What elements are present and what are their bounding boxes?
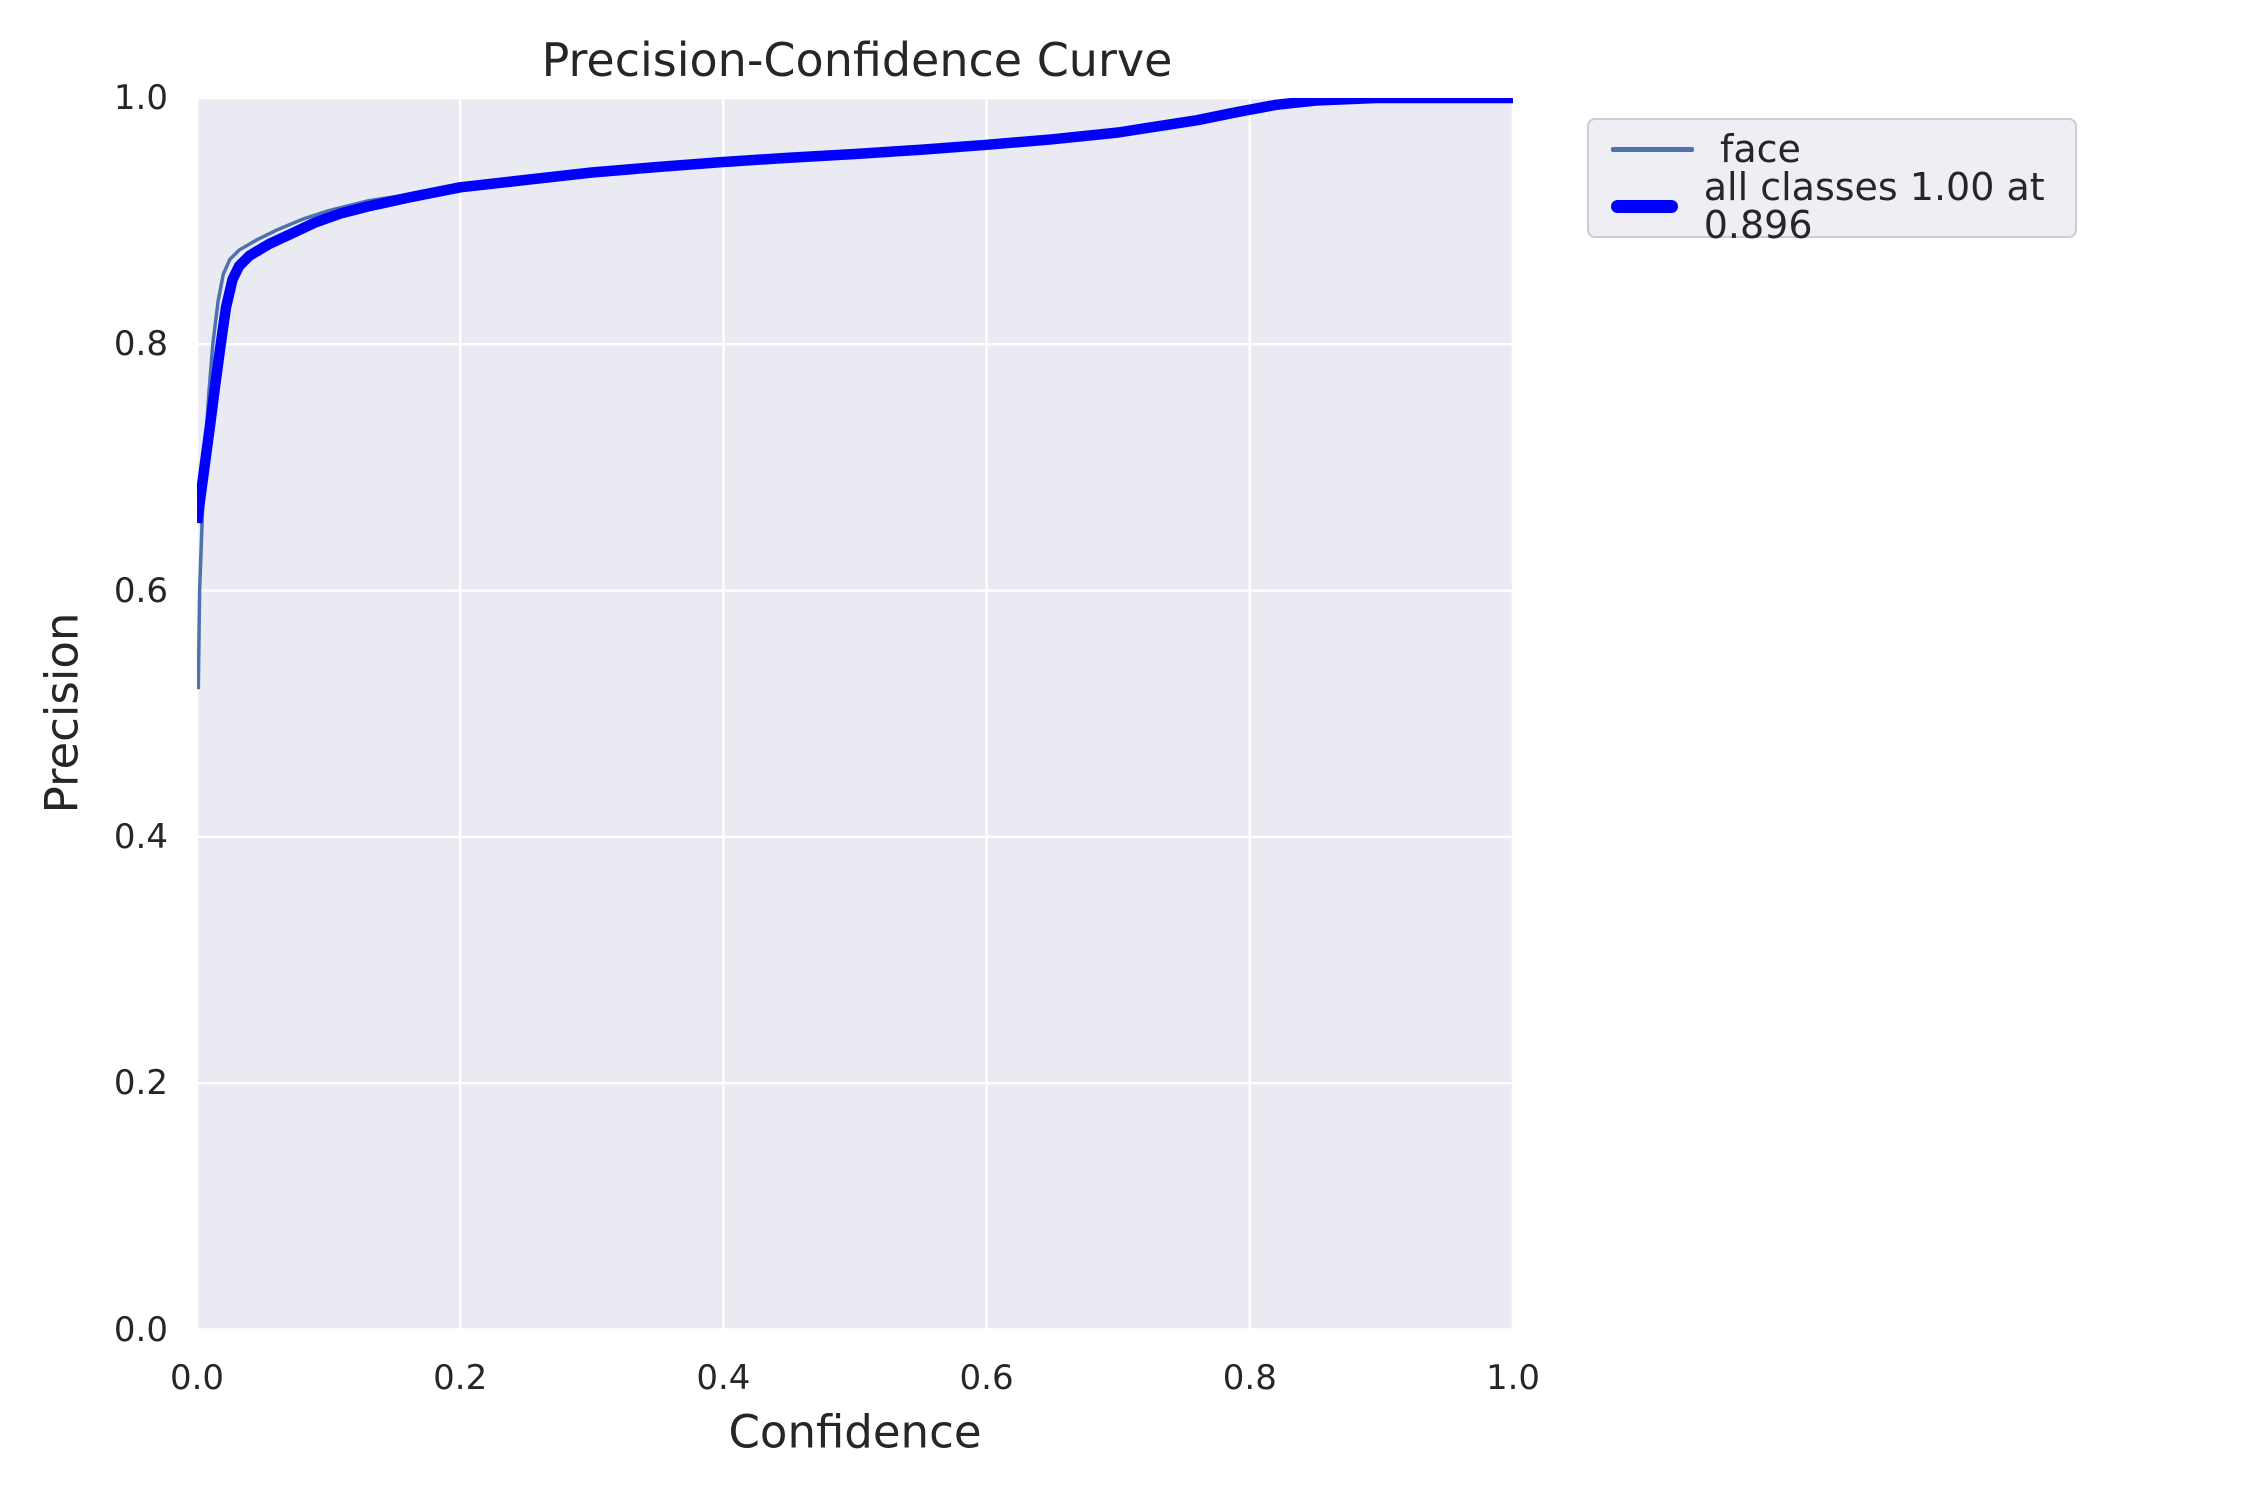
x-tick-label-1.0: 1.0 bbox=[1485, 1358, 1541, 1398]
legend-entry-all-classes: all classes 1.00 at 0.896 bbox=[1589, 168, 2075, 244]
y-tick-label-0.4: 0.4 bbox=[113, 816, 168, 857]
chart-title: Precision-Confidence Curve bbox=[541, 33, 1173, 87]
legend-label-face: face bbox=[1720, 127, 1801, 171]
face-line-swatch bbox=[1611, 146, 1694, 152]
series-line-all-classes bbox=[197, 98, 1513, 524]
y-axis-label: Precision bbox=[35, 612, 89, 814]
x-tick-label-0.0: 0.0 bbox=[169, 1358, 225, 1398]
y-tick-label-0.0: 0.0 bbox=[113, 1309, 168, 1350]
y-tick-label-0.8: 0.8 bbox=[113, 324, 168, 365]
y-tick-label-1.0: 1.0 bbox=[113, 78, 168, 118]
x-tick-label-0.2: 0.2 bbox=[433, 1358, 488, 1398]
x-tick-label-0.4: 0.4 bbox=[696, 1358, 751, 1398]
y-tick-label-0.2: 0.2 bbox=[113, 1063, 168, 1104]
x-tick-label-0.6: 0.6 bbox=[959, 1358, 1014, 1398]
legend-line-sample-face bbox=[1611, 146, 1694, 152]
all-classes-line-swatch bbox=[1611, 199, 1678, 213]
legend: face all classes 1.00 at 0.896 bbox=[1587, 118, 2077, 244]
legend-line-sample-all-classes bbox=[1611, 199, 1678, 213]
x-axis-label: Confidence bbox=[728, 1405, 982, 1459]
y-tick-label-0.6: 0.6 bbox=[113, 570, 168, 611]
legend-entry-face: face bbox=[1589, 128, 2075, 170]
legend-label-all-classes: all classes 1.00 at 0.896 bbox=[1703, 165, 2045, 247]
x-tick-label-0.8: 0.8 bbox=[1222, 1358, 1277, 1398]
plot-background bbox=[197, 98, 1513, 1330]
